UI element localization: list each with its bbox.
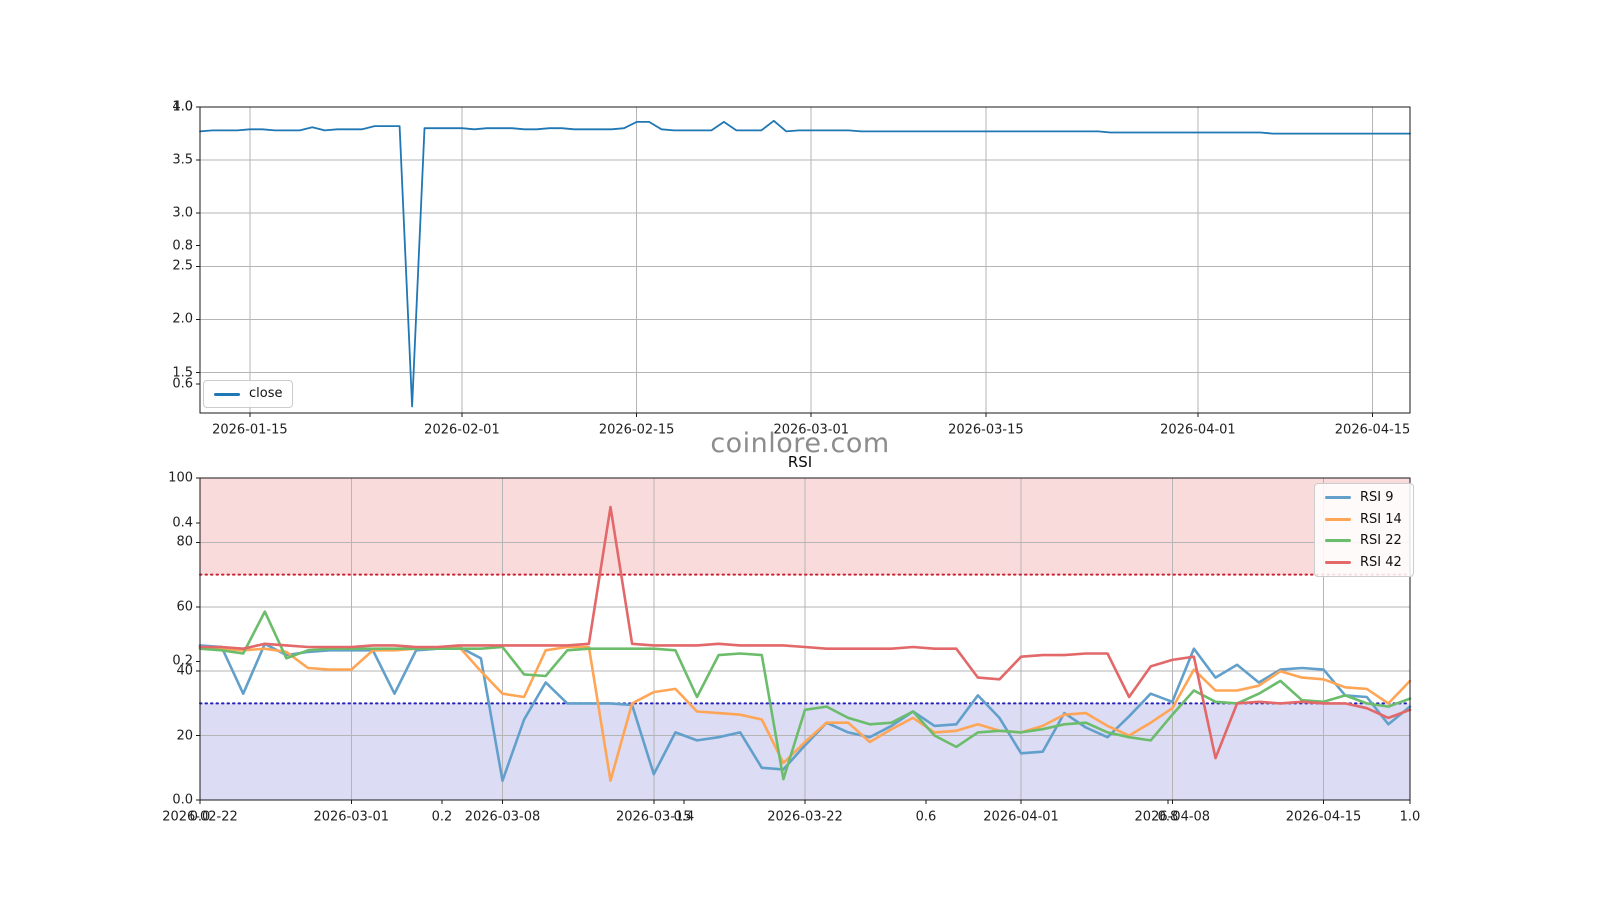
y-tick-label: 2.5 [172, 258, 193, 274]
x-tick-label: 2026-04-08 [1134, 809, 1211, 825]
y-tick-label: 4.0 [172, 99, 193, 115]
series-line-rsi-22 [198, 610, 1412, 781]
rsi-chart-title: RSI [787, 453, 813, 471]
y-tick-label: 1.5 [172, 365, 193, 380]
rsi-9-series-swatch-icon [1325, 496, 1351, 500]
rsi-legend-label: RSI 14 [1360, 511, 1402, 527]
x-tick-label: 2026-03-15 [615, 809, 692, 825]
twin-y-tick-label: 0.4 [172, 515, 193, 531]
series-line-close [199, 119, 1411, 408]
x-tick-label: 2026-02-01 [424, 422, 500, 438]
rsi-22-series-swatch-icon [1325, 539, 1351, 543]
rsi-legend-row-rsi-42: RSI 42 [1325, 554, 1403, 572]
plot-border [199, 106, 1411, 414]
price-legend-row: close [214, 385, 282, 403]
y-tick-label: 60 [176, 599, 193, 615]
series-line-rsi-9 [198, 642, 1412, 783]
y-tick-label: 0.0 [172, 792, 193, 808]
x-tick-label: 2026-03-22 [767, 809, 843, 825]
y-tick-label: 20 [176, 728, 193, 744]
twin-x-tick-label: 0.2 [431, 809, 453, 825]
x-tick-label: 2026-03-01 [773, 422, 850, 438]
x-tick-label: 2026-04-15 [1285, 809, 1362, 825]
price-legend-label: close [249, 386, 283, 402]
rsi-legend-label: RSI 22 [1360, 533, 1402, 549]
x-tick-label: 2026-03-01 [313, 809, 390, 825]
rsi-legend-row-rsi-22: RSI 22 [1325, 532, 1403, 550]
twin-y-tick-label: 1.0 [172, 99, 193, 115]
x-tick-label: 2026-02-15 [598, 422, 675, 438]
x-tick-label: 2026-01-15 [212, 422, 288, 438]
rsi-plot [196, 477, 1412, 804]
twin-x-tick-label: 0.6 [915, 809, 937, 825]
rsi-legend-row-rsi-14: RSI 14 [1325, 511, 1403, 529]
twin-x-tick-label: 0.8 [1157, 809, 1179, 825]
x-tick-label: 2026-02-22 [162, 809, 238, 825]
x-tick-label: 2026-03-08 [464, 809, 541, 825]
watermark: coinlore.com [710, 428, 890, 459]
twin-x-tick-label: 0.0 [189, 809, 211, 825]
x-tick-label: 2026-03-15 [948, 422, 1024, 438]
close-series-swatch-icon [214, 392, 240, 396]
price-plot [196, 106, 1411, 417]
y-tick-label: 2.0 [172, 311, 193, 327]
x-tick-label: 2026-04-01 [983, 809, 1059, 825]
rsi-14-series-swatch-icon [1325, 517, 1351, 521]
twin-x-tick-label: 0.4 [673, 809, 695, 825]
rsi-legend-row-rsi-9: RSI 9 [1325, 489, 1403, 507]
twin-y-tick-label: 0.2 [172, 653, 193, 669]
x-tick-label: 2026-04-15 [1334, 422, 1411, 438]
twin-y-tick-label: 0.6 [172, 376, 193, 392]
y-tick-label: 3.0 [172, 205, 193, 221]
y-tick-label: 100 [168, 470, 193, 486]
twin-y-tick-label: 0.8 [172, 238, 193, 254]
rsi-42-series-swatch-icon [1325, 560, 1351, 564]
rsi-legend: RSI 9 RSI 14 RSI 22 RSI 42 [1314, 483, 1414, 578]
y-tick-label: 40 [176, 663, 193, 679]
y-tick-label: 3.5 [172, 152, 193, 168]
series-line-rsi-42 [198, 505, 1412, 760]
x-tick-label: 2026-04-01 [1160, 422, 1236, 438]
rsi-legend-label: RSI 9 [1360, 490, 1394, 505]
twin-x-tick-label: 1.0 [1399, 809, 1421, 825]
rsi-legend-label: RSI 42 [1360, 554, 1402, 570]
price-legend: close [203, 380, 294, 408]
y-tick-label: 80 [176, 534, 193, 550]
